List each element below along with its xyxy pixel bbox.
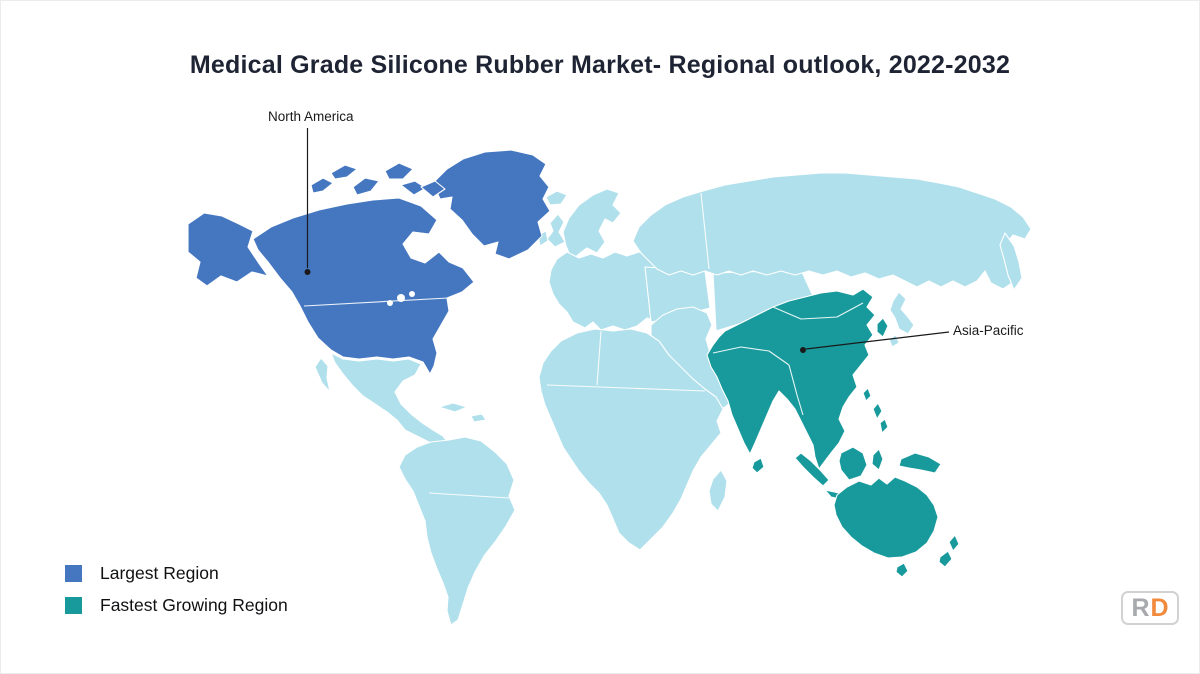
region-philippines-1 xyxy=(872,402,883,420)
region-arctic-island-1 xyxy=(352,177,380,196)
region-australia xyxy=(833,476,939,559)
region-korea xyxy=(876,317,889,338)
region-borneo xyxy=(838,446,868,481)
region-hispaniola xyxy=(470,413,487,423)
region-kamchatka xyxy=(999,232,1023,291)
region-new-guinea xyxy=(898,452,942,474)
annotation-north-america-leader xyxy=(304,128,311,275)
region-iceland xyxy=(545,190,568,206)
north-america-label: North America xyxy=(268,109,354,124)
legend-item-fastest: Fastest Growing Region xyxy=(65,595,288,616)
region-asia-pacific-main xyxy=(706,288,876,470)
logo-letter-d: D xyxy=(1150,593,1169,622)
region-new-zealand-south xyxy=(938,550,953,568)
region-japan xyxy=(889,291,915,335)
region-africa xyxy=(538,328,724,551)
region-sri-lanka xyxy=(751,457,765,474)
legend-item-largest: Largest Region xyxy=(65,563,288,584)
legend: Largest Region Fastest Growing Region xyxy=(65,563,288,616)
region-madagascar xyxy=(708,469,728,512)
region-uk xyxy=(546,213,566,248)
region-canada-usa xyxy=(252,197,475,375)
region-arctic-island-2 xyxy=(384,162,414,180)
logo-letter-r: R xyxy=(1131,593,1150,622)
region-taiwan xyxy=(862,387,872,402)
region-sulawesi xyxy=(871,448,884,471)
region-arctic-island-5 xyxy=(420,180,446,198)
region-japan-south xyxy=(888,334,900,348)
country-borders xyxy=(303,192,864,499)
region-russia xyxy=(632,172,1032,290)
region-sumatra xyxy=(794,452,830,487)
region-baja xyxy=(314,357,331,393)
region-arctic-island-4 xyxy=(330,164,358,180)
asia-pacific-dot xyxy=(800,347,806,353)
region-mexico-central-america xyxy=(330,352,450,449)
page-title: Medical Grade Silicone Rubber Market- Re… xyxy=(189,51,1011,79)
legend-label-largest: Largest Region xyxy=(100,563,219,583)
region-south-america xyxy=(398,436,516,626)
region-new-zealand-north xyxy=(948,534,960,552)
largest-region-swatch xyxy=(65,565,82,582)
region-arctic-island-6 xyxy=(310,177,334,194)
region-cuba xyxy=(438,402,468,413)
region-scandinavia xyxy=(562,188,622,261)
region-tasmania xyxy=(895,562,909,578)
brand-logo: R D xyxy=(1121,591,1179,625)
annotation-asia-pacific-leader xyxy=(800,331,950,353)
region-greenland xyxy=(432,149,551,260)
north-america-dot xyxy=(304,269,311,275)
legend-label-fastest: Fastest Growing Region xyxy=(100,595,288,615)
region-alaska xyxy=(187,212,269,287)
asia-pacific-label: Asia-Pacific xyxy=(953,323,1024,338)
fastest-region-swatch xyxy=(65,597,82,614)
region-philippines-2 xyxy=(879,418,889,434)
